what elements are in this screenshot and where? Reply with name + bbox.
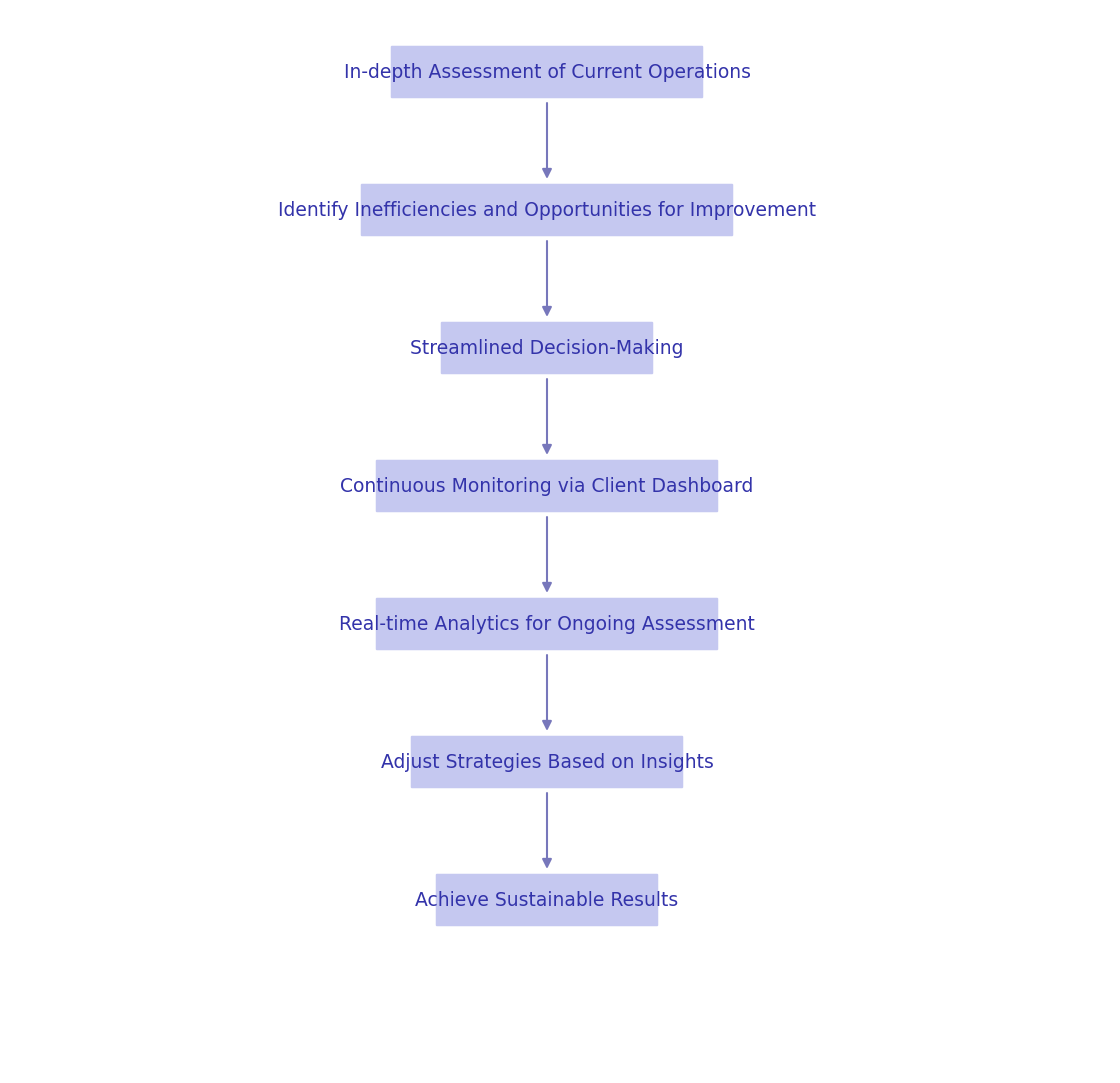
Text: Real-time Analytics for Ongoing Assessment: Real-time Analytics for Ongoing Assessme… <box>339 614 755 634</box>
Text: Achieve Sustainable Results: Achieve Sustainable Results <box>416 890 679 910</box>
Text: In-depth Assessment of Current Operations: In-depth Assessment of Current Operation… <box>344 63 750 81</box>
Text: Adjust Strategies Based on Insights: Adjust Strategies Based on Insights <box>381 753 713 771</box>
FancyBboxPatch shape <box>391 45 703 99</box>
Text: Streamlined Decision-Making: Streamlined Decision-Making <box>410 339 683 357</box>
FancyBboxPatch shape <box>411 735 683 788</box>
FancyBboxPatch shape <box>441 322 653 375</box>
FancyBboxPatch shape <box>436 874 659 926</box>
FancyBboxPatch shape <box>361 184 734 236</box>
Text: Identify Inefficiencies and Opportunities for Improvement: Identify Inefficiencies and Opportunitie… <box>278 200 816 220</box>
Text: Continuous Monitoring via Client Dashboard: Continuous Monitoring via Client Dashboa… <box>340 477 754 496</box>
FancyBboxPatch shape <box>375 598 718 650</box>
FancyBboxPatch shape <box>375 460 718 512</box>
